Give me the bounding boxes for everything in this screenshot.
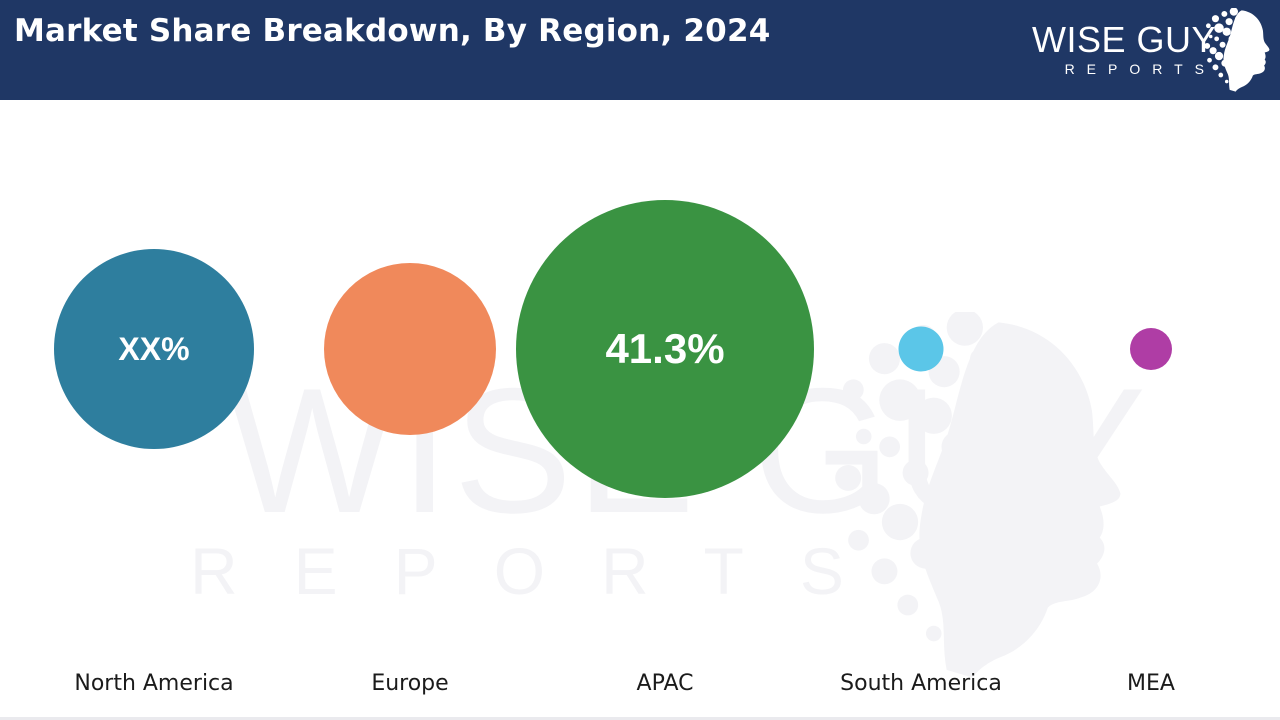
bubble-value-label: XX%: [118, 330, 190, 367]
bubble-apac: 41.3%: [516, 200, 814, 498]
brand-name: WISE GUY: [1031, 19, 1216, 60]
watermark-head-profile-icon: [835, 312, 1121, 678]
category-label-south-america: South America: [840, 671, 1002, 696]
page-title: Market Share Breakdown, By Region, 2024: [14, 13, 771, 49]
head-profile-icon: [1204, 8, 1270, 92]
watermark-subtext: REPORTS: [190, 534, 900, 608]
category-label-europe: Europe: [371, 671, 449, 696]
bubble-europe: [324, 263, 496, 435]
category-label-apac: APAC: [636, 671, 694, 696]
bubble-mea: [1130, 328, 1172, 370]
brand-logo-text: WISE GUY REPORTS: [1031, 19, 1216, 78]
bubble-chart: WISE GUY REPORTS XX% 41.3% North America…: [0, 100, 1280, 720]
brand-subname: REPORTS: [1064, 61, 1216, 77]
category-label-north-america: North America: [74, 671, 234, 696]
bubble-north-america: XX%: [54, 249, 254, 449]
header: Market Share Breakdown, By Region, 2024 …: [0, 0, 1280, 100]
brand-logo: WISE GUY REPORTS: [1032, 0, 1276, 94]
category-label-mea: MEA: [1127, 671, 1175, 696]
bubble-south-america: [898, 326, 944, 372]
bubble-value-label: 41.3%: [605, 325, 725, 372]
bottom-divider: [0, 717, 1280, 720]
